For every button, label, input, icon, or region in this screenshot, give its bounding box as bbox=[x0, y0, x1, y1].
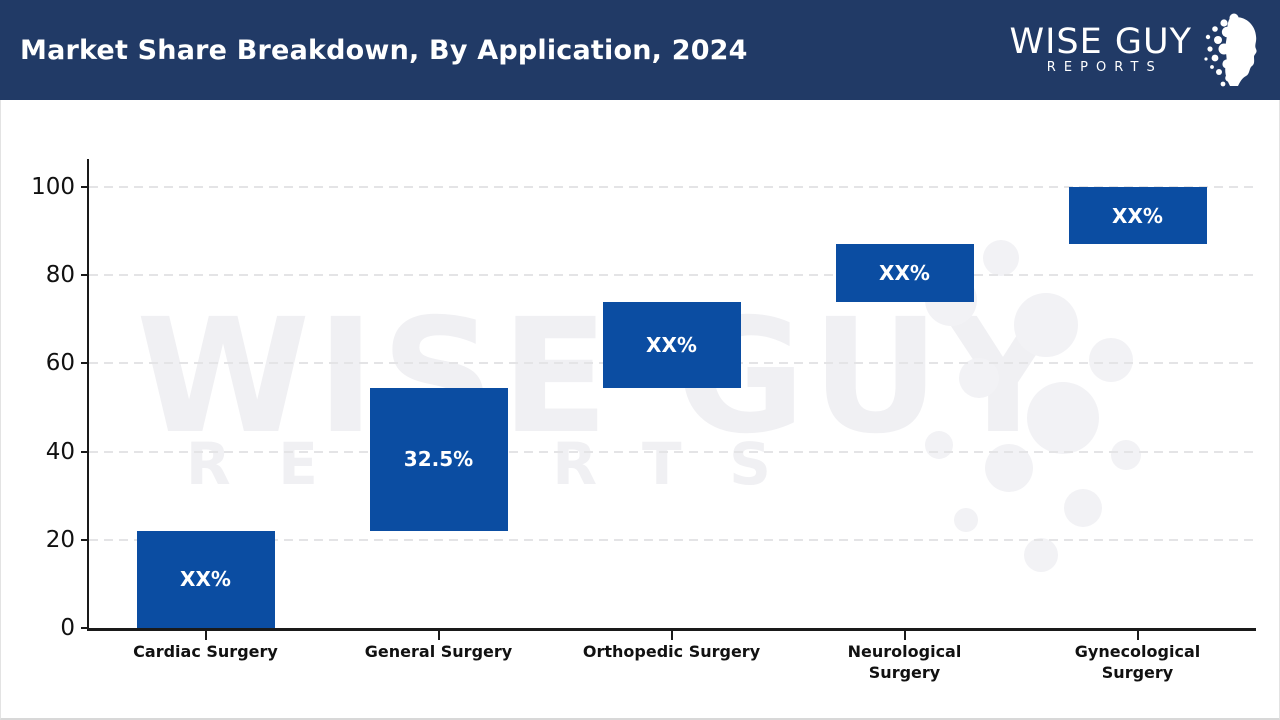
logo-text: WISE GUY REPORTS bbox=[1009, 24, 1192, 75]
y-axis-tick-label: 20 bbox=[45, 526, 75, 553]
y-axis-tick bbox=[81, 627, 89, 629]
x-axis-tick bbox=[670, 631, 673, 640]
y-axis-tick-label: 80 bbox=[45, 262, 75, 289]
y-axis-tick bbox=[81, 362, 89, 365]
bar-value-label: XX% bbox=[646, 332, 697, 357]
watermark-dot bbox=[1111, 440, 1141, 470]
x-axis-tick bbox=[903, 631, 906, 640]
watermark-dot bbox=[1027, 382, 1099, 454]
y-axis-tick bbox=[81, 274, 89, 277]
y-axis-line bbox=[87, 159, 89, 630]
x-axis-category-label: Neurological Surgery bbox=[847, 642, 962, 682]
y-axis-tick-label: 40 bbox=[45, 438, 75, 465]
watermark-dot bbox=[983, 240, 1019, 276]
x-axis-tick bbox=[1136, 631, 1139, 640]
x-axis-category-label: Gynecological Surgery bbox=[1074, 642, 1201, 682]
x-axis-tick bbox=[204, 631, 207, 640]
bar-orthopedic-surgery: XX% bbox=[602, 301, 741, 388]
gridline-y100 bbox=[89, 186, 1254, 188]
y-axis-tick-label: 0 bbox=[60, 615, 75, 641]
bar-gynecological-surgery: XX% bbox=[1068, 187, 1207, 245]
bar-general-surgery: 32.5% bbox=[369, 387, 508, 531]
dotted-head-profile-icon bbox=[1204, 13, 1257, 87]
gridline-y20 bbox=[89, 538, 1254, 541]
x-axis-category-label: Orthopedic Surgery bbox=[582, 642, 761, 661]
bar-cardiac-surgery: XX% bbox=[136, 530, 275, 628]
watermark-wordmark: WISE GUY bbox=[136, 285, 1067, 469]
bar-neurological-surgery: XX% bbox=[835, 244, 974, 302]
gridline-y40 bbox=[89, 450, 1254, 453]
x-axis-category-label: General Surgery bbox=[364, 642, 513, 661]
bar-value-label: 32.5% bbox=[403, 447, 474, 472]
header-banner: Market Share Breakdown, By Application, … bbox=[0, 0, 1280, 100]
logo-subtitle: REPORTS bbox=[1046, 60, 1163, 76]
bar-value-label: XX% bbox=[180, 567, 231, 592]
y-axis-tick-label: 100 bbox=[31, 174, 75, 200]
y-axis-tick-label: 60 bbox=[45, 350, 75, 377]
watermark-dot bbox=[959, 358, 999, 398]
wise-guy-reports-logo: WISE GUY REPORTS bbox=[1009, 12, 1258, 88]
market-share-chart: WISE GUY REPORTS 020406080100XX%Cardiac … bbox=[0, 100, 1280, 720]
bar-value-label: XX% bbox=[1112, 203, 1163, 228]
watermark-dot bbox=[1024, 538, 1058, 572]
x-axis-line bbox=[87, 628, 1256, 631]
gridline-y80 bbox=[89, 274, 1254, 277]
watermark-dot bbox=[954, 508, 978, 532]
watermark-dot bbox=[1014, 293, 1078, 357]
watermark-dot bbox=[1089, 338, 1133, 382]
watermark-dot bbox=[925, 431, 953, 459]
bar-value-label: XX% bbox=[879, 260, 930, 285]
y-axis-tick bbox=[81, 538, 89, 541]
x-axis-category-label: Cardiac Surgery bbox=[133, 642, 278, 661]
y-axis-tick bbox=[81, 450, 89, 453]
logo-wordmark: WISE GUY bbox=[1009, 22, 1192, 63]
watermark-dot bbox=[1064, 489, 1102, 527]
x-axis-tick bbox=[437, 631, 440, 640]
y-axis-tick bbox=[81, 186, 89, 188]
page-title: Market Share Breakdown, By Application, … bbox=[20, 34, 748, 66]
